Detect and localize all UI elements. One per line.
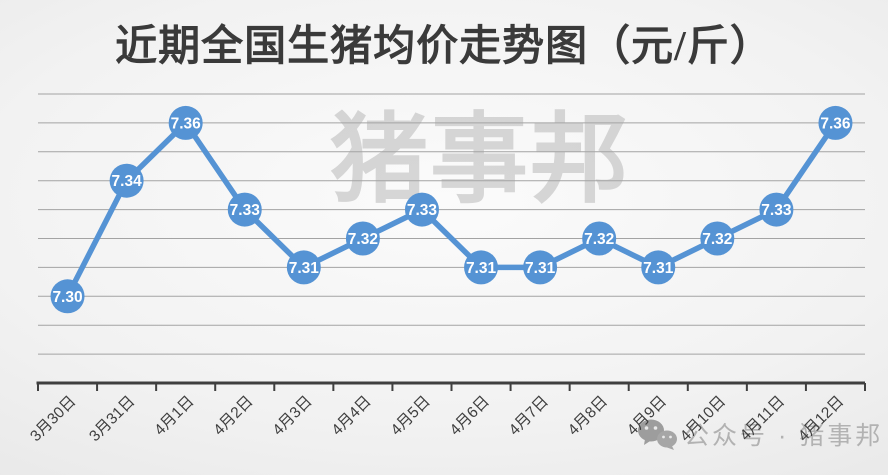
x-axis-label: 4月7日: [506, 393, 552, 439]
data-point-marker: [464, 250, 499, 285]
bottom-watermark-text: 公众号 · 猪事邦: [684, 422, 884, 450]
x-axis-label: 4月11日: [737, 393, 788, 444]
x-axis-label: 3月30日: [27, 393, 79, 445]
data-point-marker: [641, 250, 676, 285]
data-point-marker: [523, 250, 558, 285]
data-point-label: 7.33: [407, 202, 438, 219]
x-axis-label: 4月12日: [795, 393, 847, 445]
data-point-label: 7.34: [112, 173, 143, 190]
x-axis-label: 4月6日: [447, 393, 493, 439]
x-axis-label: 4月8日: [565, 393, 611, 439]
bottom-watermark: 公众号 · 猪事邦: [636, 416, 883, 452]
data-point-label: 7.36: [171, 115, 202, 132]
data-point-label: 7.36: [820, 115, 851, 132]
data-point-marker: [168, 105, 203, 140]
x-axis-label: 4月9日: [624, 393, 670, 439]
data-point-marker: [286, 250, 321, 285]
data-point-marker: [404, 192, 439, 227]
data-point-label: 7.32: [702, 231, 732, 248]
x-axis-label: 4月5日: [388, 393, 434, 439]
chart-title: 近期全国生猪均价走势图（元/斤）: [115, 24, 773, 70]
data-point-marker: [227, 192, 262, 227]
data-point-marker: [759, 192, 794, 227]
data-point-label: 7.31: [289, 260, 320, 277]
center-watermark: 猪事邦: [330, 104, 631, 214]
data-point-marker: [818, 105, 853, 140]
data-point-marker: [582, 221, 617, 256]
data-point-marker: [50, 279, 85, 314]
x-axis-label: 4月10日: [677, 393, 729, 445]
data-point-label: 7.30: [52, 289, 82, 306]
wechat-icon: [638, 419, 677, 450]
x-axis-label: 4月2日: [210, 393, 256, 439]
data-point-marker: [700, 221, 735, 256]
data-point-label: 7.33: [761, 202, 792, 219]
data-point-label: 7.31: [466, 260, 497, 277]
x-axis-label: 4月4日: [329, 393, 375, 439]
data-point-label: 7.32: [348, 231, 378, 248]
data-point-label: 7.31: [525, 260, 556, 277]
data-point-label: 7.33: [230, 202, 261, 219]
x-axis-label: 3月31日: [86, 393, 138, 445]
x-axis-label: 4月3日: [270, 393, 316, 439]
x-axis-label: 4月1日: [151, 393, 197, 439]
data-point-label: 7.32: [584, 231, 614, 248]
data-point-marker: [345, 221, 380, 256]
data-point-marker: [109, 163, 144, 198]
data-point-label: 7.31: [643, 260, 674, 277]
